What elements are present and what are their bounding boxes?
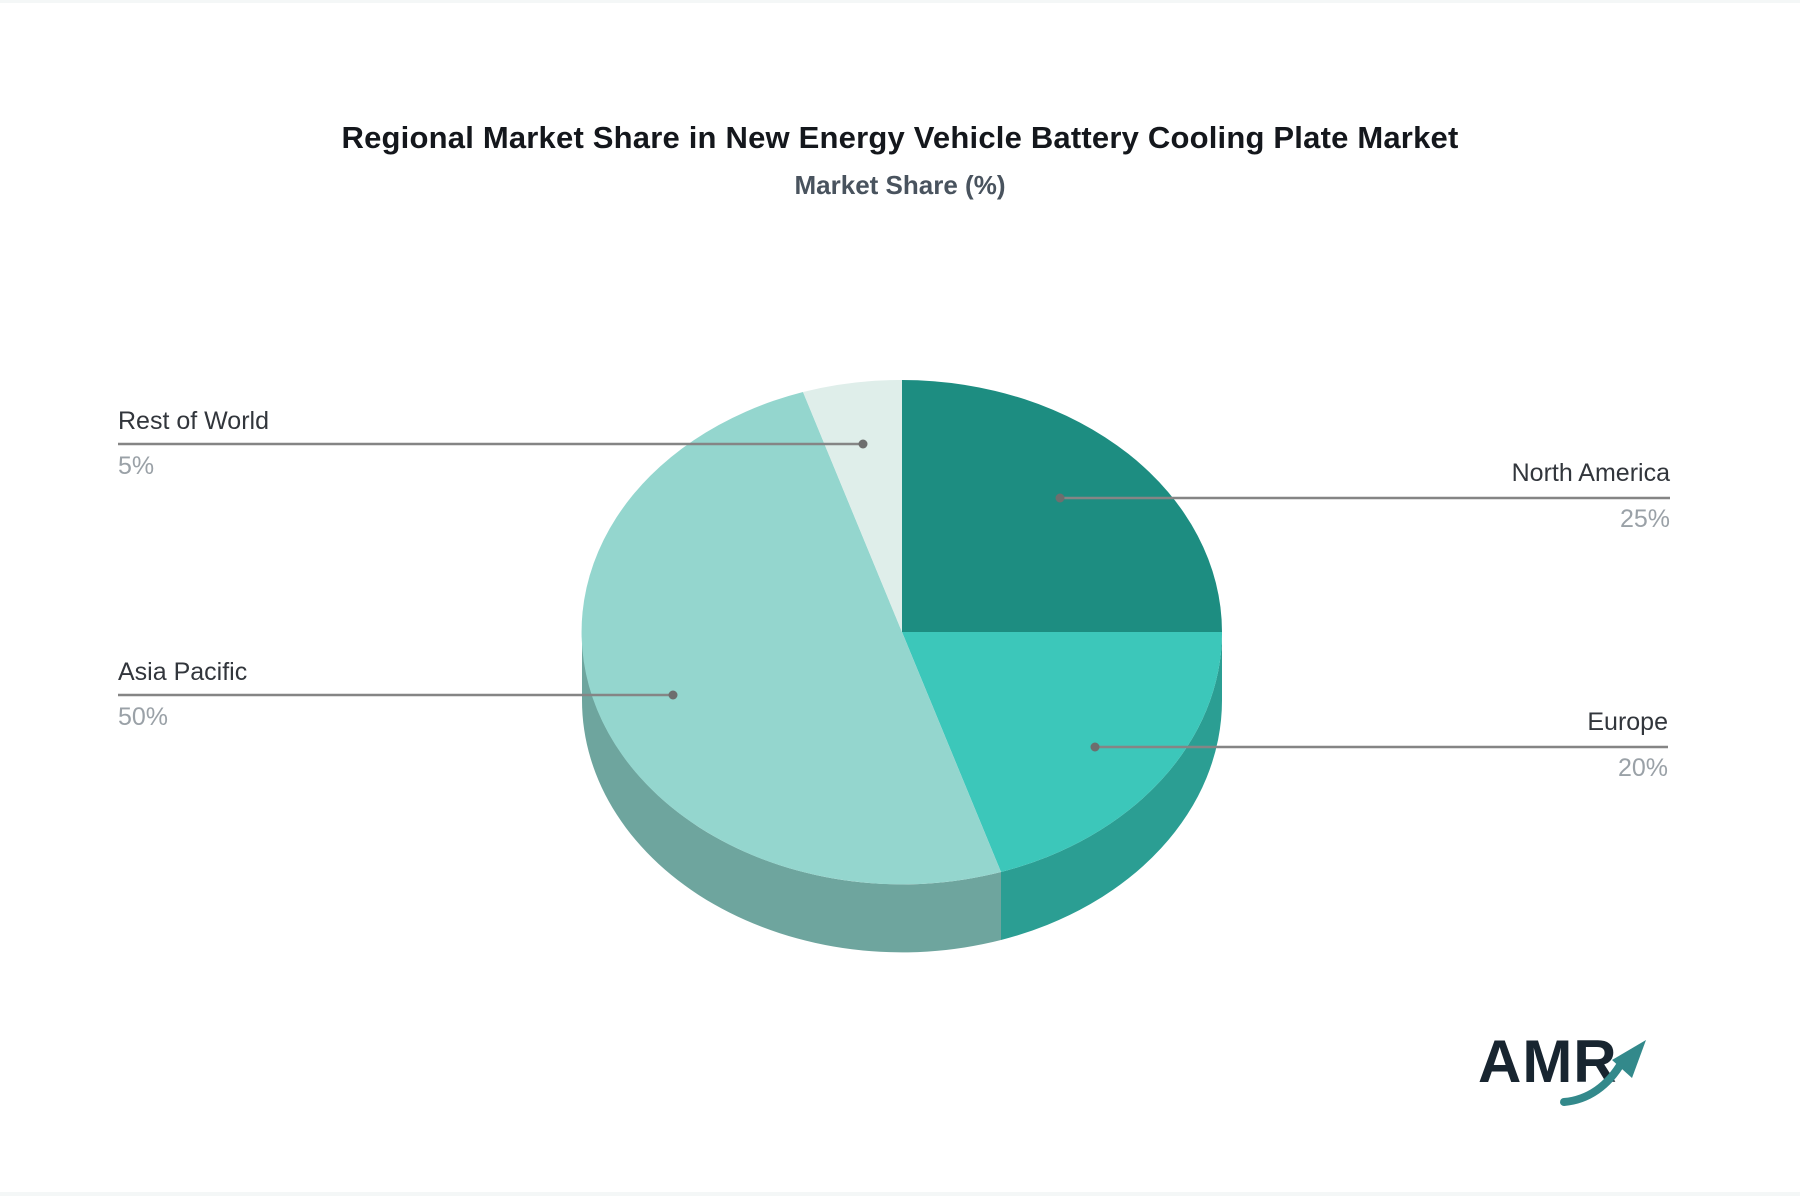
label-asia-pacific: Asia Pacific bbox=[118, 658, 248, 686]
value-north-america: 25% bbox=[1619, 505, 1670, 533]
pie-slice-asia-pacific[interactable] bbox=[581, 392, 1001, 885]
value-europe: 20% bbox=[1617, 754, 1668, 782]
label-dot-rest-of-world bbox=[858, 439, 868, 449]
label-dot-north-america bbox=[1055, 493, 1065, 503]
logo-arrow-icon bbox=[1560, 1040, 1646, 1106]
label-europe: Europe bbox=[1587, 708, 1668, 736]
value-asia-pacific: 50% bbox=[118, 703, 169, 731]
label-rest-of-world: Rest of World bbox=[118, 407, 269, 435]
label-dot-europe bbox=[1090, 742, 1100, 752]
label-dot-asia-pacific bbox=[668, 690, 678, 700]
pie-slice-europe[interactable] bbox=[902, 632, 1223, 872]
page-bottom-border bbox=[0, 1192, 1800, 1196]
amr-logo: AMR bbox=[1478, 1032, 1678, 1122]
chart-title: Regional Market Share in New Energy Vehi… bbox=[341, 120, 1459, 155]
chart-subtitle: Market Share (%) bbox=[794, 170, 1006, 200]
page-top-border bbox=[0, 0, 1800, 3]
label-north-america: North America bbox=[1511, 459, 1670, 487]
amr-logo-text: AMR bbox=[1478, 1028, 1618, 1095]
pie-side-asia-pacific bbox=[581, 632, 1001, 953]
pie-slice-north-america[interactable] bbox=[902, 380, 1222, 632]
pie-side-europe bbox=[1001, 632, 1223, 940]
value-rest-of-world: 5% bbox=[118, 452, 155, 480]
